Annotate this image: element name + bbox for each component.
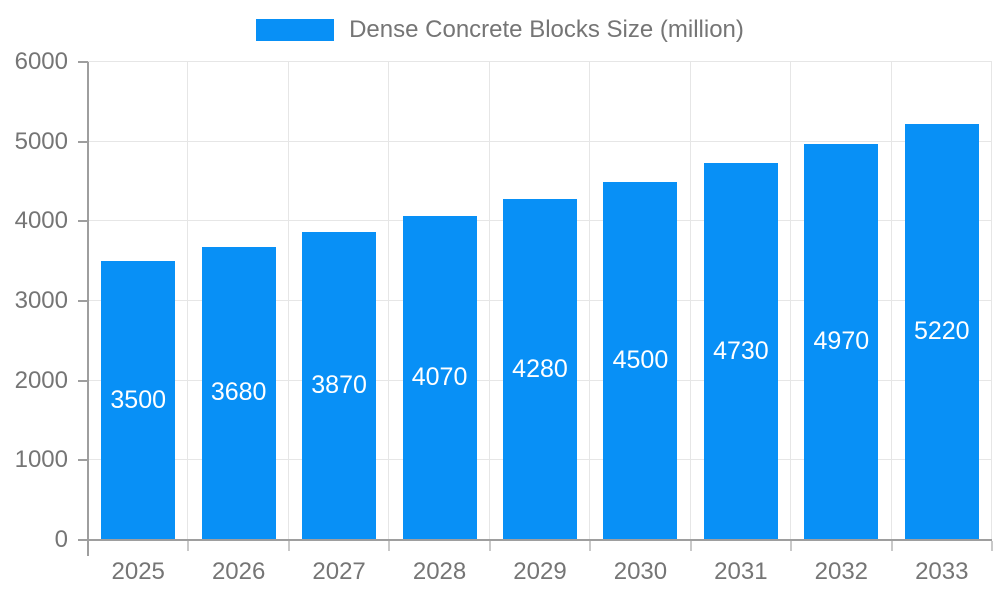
gridline-vertical: [589, 62, 591, 540]
bar[interactable]: [402, 215, 477, 540]
legend-swatch: [256, 19, 335, 41]
y-tick: [78, 140, 88, 143]
gridline-vertical: [890, 62, 892, 540]
x-tick: [287, 541, 290, 551]
gridline-vertical: [790, 62, 792, 540]
bar[interactable]: [603, 181, 678, 540]
x-axis-tick-label: 2026: [211, 558, 266, 585]
y-tick: [78, 539, 88, 541]
gridline-vertical: [991, 62, 992, 540]
bar[interactable]: [703, 163, 778, 540]
gridline-horizontal: [88, 140, 992, 142]
y-axis-tick-label: 4000: [14, 207, 68, 235]
y-tick: [78, 379, 88, 382]
y-axis-tick-label: 3000: [14, 287, 68, 314]
x-tick: [890, 541, 893, 551]
x-tick: [187, 541, 190, 551]
bar[interactable]: [101, 261, 176, 540]
bar[interactable]: [302, 231, 377, 540]
y-tick: [78, 300, 88, 302]
y-axis-line: [87, 62, 89, 556]
x-axis-tick-label: 2030: [613, 558, 668, 585]
bar[interactable]: [804, 144, 879, 540]
legend-item[interactable]: Dense Concrete Blocks Size (million): [0, 18, 1000, 42]
x-tick: [689, 541, 692, 551]
y-axis-tick-label: 5000: [14, 127, 68, 155]
legend-label: Dense Concrete Blocks Size (million): [349, 16, 744, 43]
y-tick: [78, 220, 88, 223]
y-axis-tick-label: 6000: [14, 48, 68, 75]
gridline-horizontal: [88, 61, 992, 62]
x-tick: [388, 541, 391, 551]
bar[interactable]: [503, 199, 577, 540]
y-tick: [78, 459, 88, 462]
bar[interactable]: [201, 246, 276, 540]
x-axis-tick-label: 2028: [412, 558, 467, 585]
x-tick: [589, 541, 592, 551]
y-axis-tick-label: 0: [54, 526, 68, 553]
x-axis-tick-label: 2031: [714, 558, 768, 585]
gridline-vertical: [187, 62, 189, 540]
y-axis-tick-label: 1000: [14, 446, 68, 474]
gridline-vertical: [488, 62, 490, 540]
x-axis-tick-label: 2025: [111, 558, 165, 585]
gridline-vertical: [689, 62, 691, 540]
bar[interactable]: [904, 124, 979, 540]
y-tick: [78, 61, 88, 63]
x-axis-tick-label: 2027: [312, 558, 366, 585]
x-axis-tick-label: 2032: [814, 558, 869, 585]
gridline-vertical: [287, 62, 289, 540]
gridline-vertical: [388, 62, 390, 540]
x-axis-tick-label: 2029: [513, 558, 567, 585]
x-axis-line: [78, 539, 992, 541]
y-axis-tick-label: 2000: [14, 366, 68, 394]
x-axis-tick-label: 2033: [915, 558, 969, 585]
x-tick: [991, 541, 993, 551]
x-tick: [790, 541, 793, 551]
x-tick: [488, 541, 491, 551]
